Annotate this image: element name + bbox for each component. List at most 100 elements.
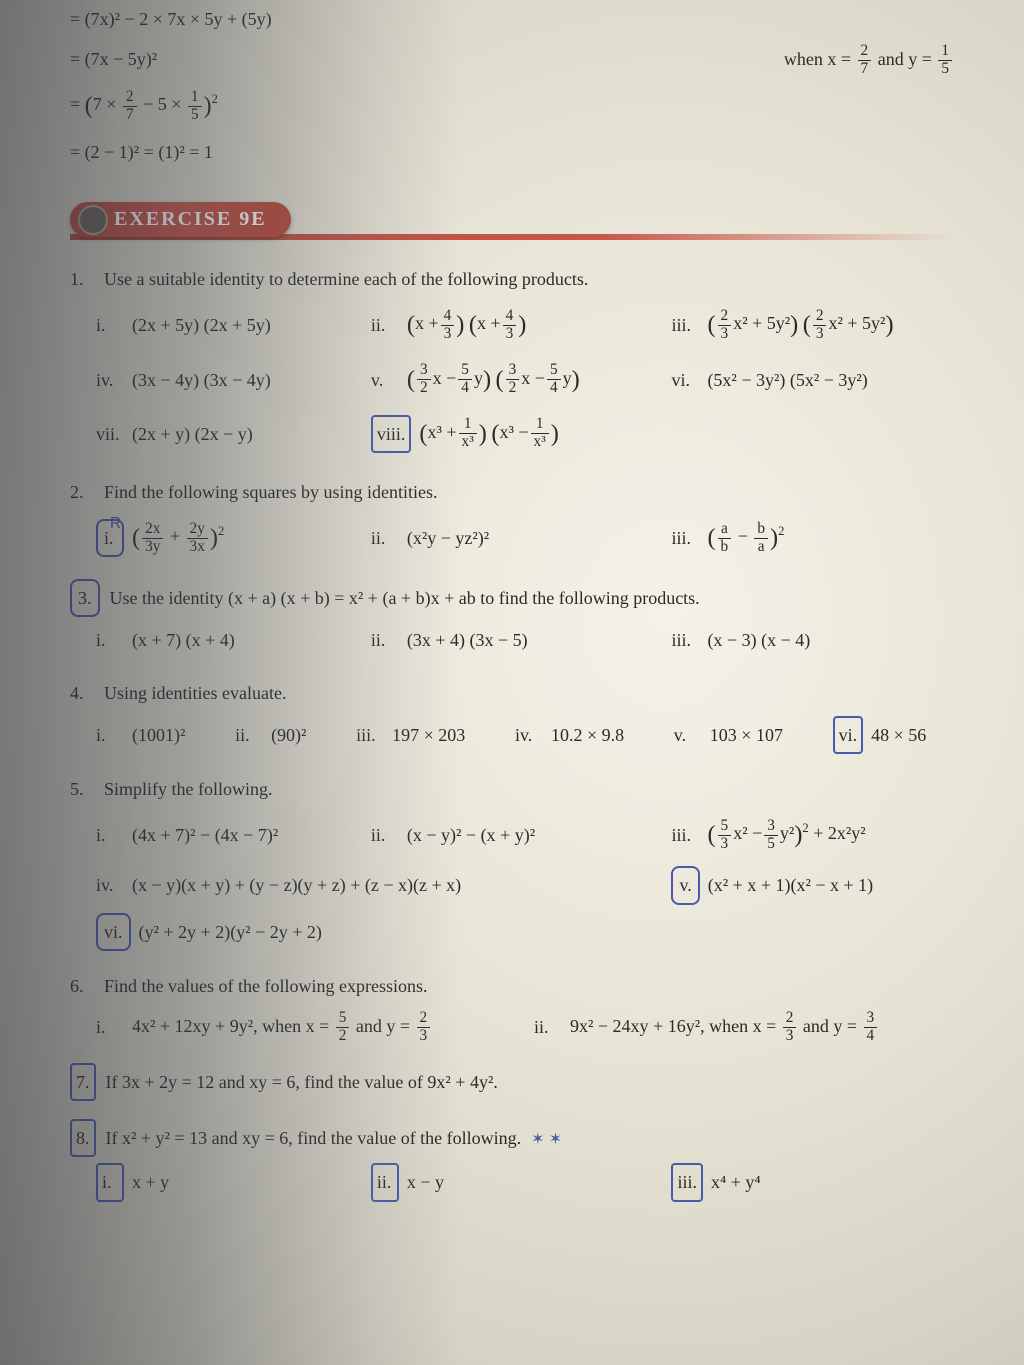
frac-num: 2 xyxy=(813,308,827,326)
frac-den: a xyxy=(754,539,768,556)
and-y: and y = xyxy=(878,49,932,69)
opt-body: (32x −54y) (32x −54y) xyxy=(407,357,580,403)
opt-label: vii. xyxy=(96,417,124,451)
opt-body: (x + 7) (x + 4) xyxy=(132,623,235,657)
opt-body: x + y xyxy=(132,1165,169,1199)
opt-label: iii. xyxy=(671,308,699,342)
q-text: Use the identity (x + a) (x + b) = x² + … xyxy=(110,581,700,615)
frac-den: 4 xyxy=(864,1028,878,1045)
opt-body: 48 × 56 xyxy=(871,718,926,752)
frac-den: 7 xyxy=(123,107,137,124)
opt-label-boxed: iii. xyxy=(671,1163,703,1201)
question-3: 3. Use the identity (x + a) (x + b) = x² … xyxy=(70,579,954,657)
term: 7 × xyxy=(93,94,117,114)
opt-label: iii. xyxy=(356,718,384,752)
question-7: 7. If 3x + 2y = 12 and xy = 6, find the v… xyxy=(70,1063,954,1101)
opt-body: (x − y)(x + y) + (y − z)(y + z) + (z − x… xyxy=(132,868,461,902)
frac-den: 4 xyxy=(458,380,472,397)
frac-den: 3 xyxy=(783,1028,797,1045)
frac-den: 3 xyxy=(441,326,455,343)
star-icon: ✶ ✶ xyxy=(531,1124,562,1155)
frac-num: 2x xyxy=(142,521,163,539)
frac-den: x³ xyxy=(459,434,477,451)
term: x² + 5y² xyxy=(828,314,885,334)
question-1: 1. Use a suitable identity to determine e… xyxy=(70,262,954,457)
frac-num: 2 xyxy=(718,308,732,326)
opt-body: x − y xyxy=(407,1165,444,1199)
question-2: R. 2.Find the following squares by using… xyxy=(70,475,954,561)
frac-den: 3 xyxy=(813,326,827,343)
q-text: Use a suitable identity to determine eac… xyxy=(104,262,588,296)
term: x + xyxy=(415,314,439,334)
opt-body: (x²y − yz²)² xyxy=(407,521,489,555)
opt-body: (y² + 2y + 2)(y² − 2y + 2) xyxy=(139,915,322,949)
worked-line-4: = (2 − 1)² = (1)² = 1 xyxy=(70,133,954,173)
opt-label: iv. xyxy=(96,868,124,902)
opt-label-boxed: viii. xyxy=(371,415,412,453)
term: x² + 5y² xyxy=(733,314,790,334)
frac-den: 5 xyxy=(764,836,778,853)
exercise-banner: EXERCISE 9E xyxy=(70,202,291,237)
opt-label-boxed: vi. xyxy=(833,716,864,754)
q-text: Simplify the following. xyxy=(104,772,273,806)
opt-label-boxed: i. xyxy=(96,1163,124,1201)
q-text: Find the following squares by using iden… xyxy=(104,475,437,509)
term: x − xyxy=(433,368,457,388)
frac-den: 2 xyxy=(336,1028,350,1045)
opt-body: 4x² + 12xy + 9y², when x = 52 and y = 23 xyxy=(132,1009,432,1045)
frac-num: 1 xyxy=(459,416,477,434)
eq: = xyxy=(70,94,85,114)
opt-body: (3x + 4) (3x − 5) xyxy=(407,623,528,657)
q-text: If 3x + 2y = 12 and xy = 6, find the val… xyxy=(106,1065,498,1099)
frac-num: 4 xyxy=(441,308,455,326)
frac-den: x³ xyxy=(531,434,549,451)
frac-num: b xyxy=(754,521,768,539)
opt-label: vi. xyxy=(671,363,699,397)
q-num-boxed: 7. xyxy=(70,1063,96,1101)
frac-den: 3 xyxy=(718,326,732,343)
frac-den: 7 xyxy=(858,61,872,78)
frac-num: 5 xyxy=(458,362,472,380)
opt-body: 10.2 × 9.8 xyxy=(551,718,624,752)
term: x + xyxy=(477,314,501,334)
frac-den: b xyxy=(718,539,732,556)
frac-num: 5 xyxy=(718,818,732,836)
frac-num: 5 xyxy=(547,362,561,380)
exercise-label: EXERCISE 9E xyxy=(114,208,267,231)
opt-label: ii. xyxy=(235,718,263,752)
opt-body: (53x² −35y²)2 + 2x²y² xyxy=(707,812,865,858)
opt-body: (2x3y + 2y3x)2 xyxy=(132,515,224,561)
opt-body: (23x² + 5y²) (23x² + 5y²) xyxy=(707,302,893,348)
q-num: 1. xyxy=(70,262,94,296)
opt-label: i. xyxy=(96,718,124,752)
opt-body: (2x + 5y) (2x + 5y) xyxy=(132,308,271,342)
frac-den: 4 xyxy=(547,380,561,397)
when-x: when x = xyxy=(784,49,851,69)
opt-label: ii. xyxy=(371,818,399,852)
frac-num: a xyxy=(718,521,732,539)
frac-num: 5 xyxy=(336,1010,350,1028)
term: 9x² − 24xy + 16y², when x = xyxy=(570,1016,776,1036)
opt-label: ii. xyxy=(534,1010,562,1044)
frac-den: 2 xyxy=(506,380,520,397)
worked-line-2-right: when x = 27 and y = 15 xyxy=(784,40,954,80)
question-4: 4.Using identities evaluate. i.(1001)² i… xyxy=(70,676,954,754)
term: x³ − xyxy=(499,422,528,442)
frac-num: 1 xyxy=(531,416,549,434)
q-text: Using identities evaluate. xyxy=(104,676,286,710)
term: and y = xyxy=(803,1016,857,1036)
opt-label: v. xyxy=(674,718,702,752)
term: y xyxy=(474,368,483,388)
q-num-circled: 3. xyxy=(70,579,100,617)
opt-label-circled: vi. xyxy=(96,913,131,951)
opt-label: ii. xyxy=(371,521,399,555)
question-5: 5.Simplify the following. i.(4x + 7)² − … xyxy=(70,772,954,951)
frac-den: 5 xyxy=(188,107,202,124)
frac-den: 3y xyxy=(142,539,163,556)
opt-label: iv. xyxy=(515,718,543,752)
q-num: 6. xyxy=(70,969,94,1003)
frac-num: 2 xyxy=(123,89,137,107)
frac-num: 4 xyxy=(503,308,517,326)
frac-den: 2 xyxy=(417,380,431,397)
frac-den: 3x xyxy=(187,539,208,556)
